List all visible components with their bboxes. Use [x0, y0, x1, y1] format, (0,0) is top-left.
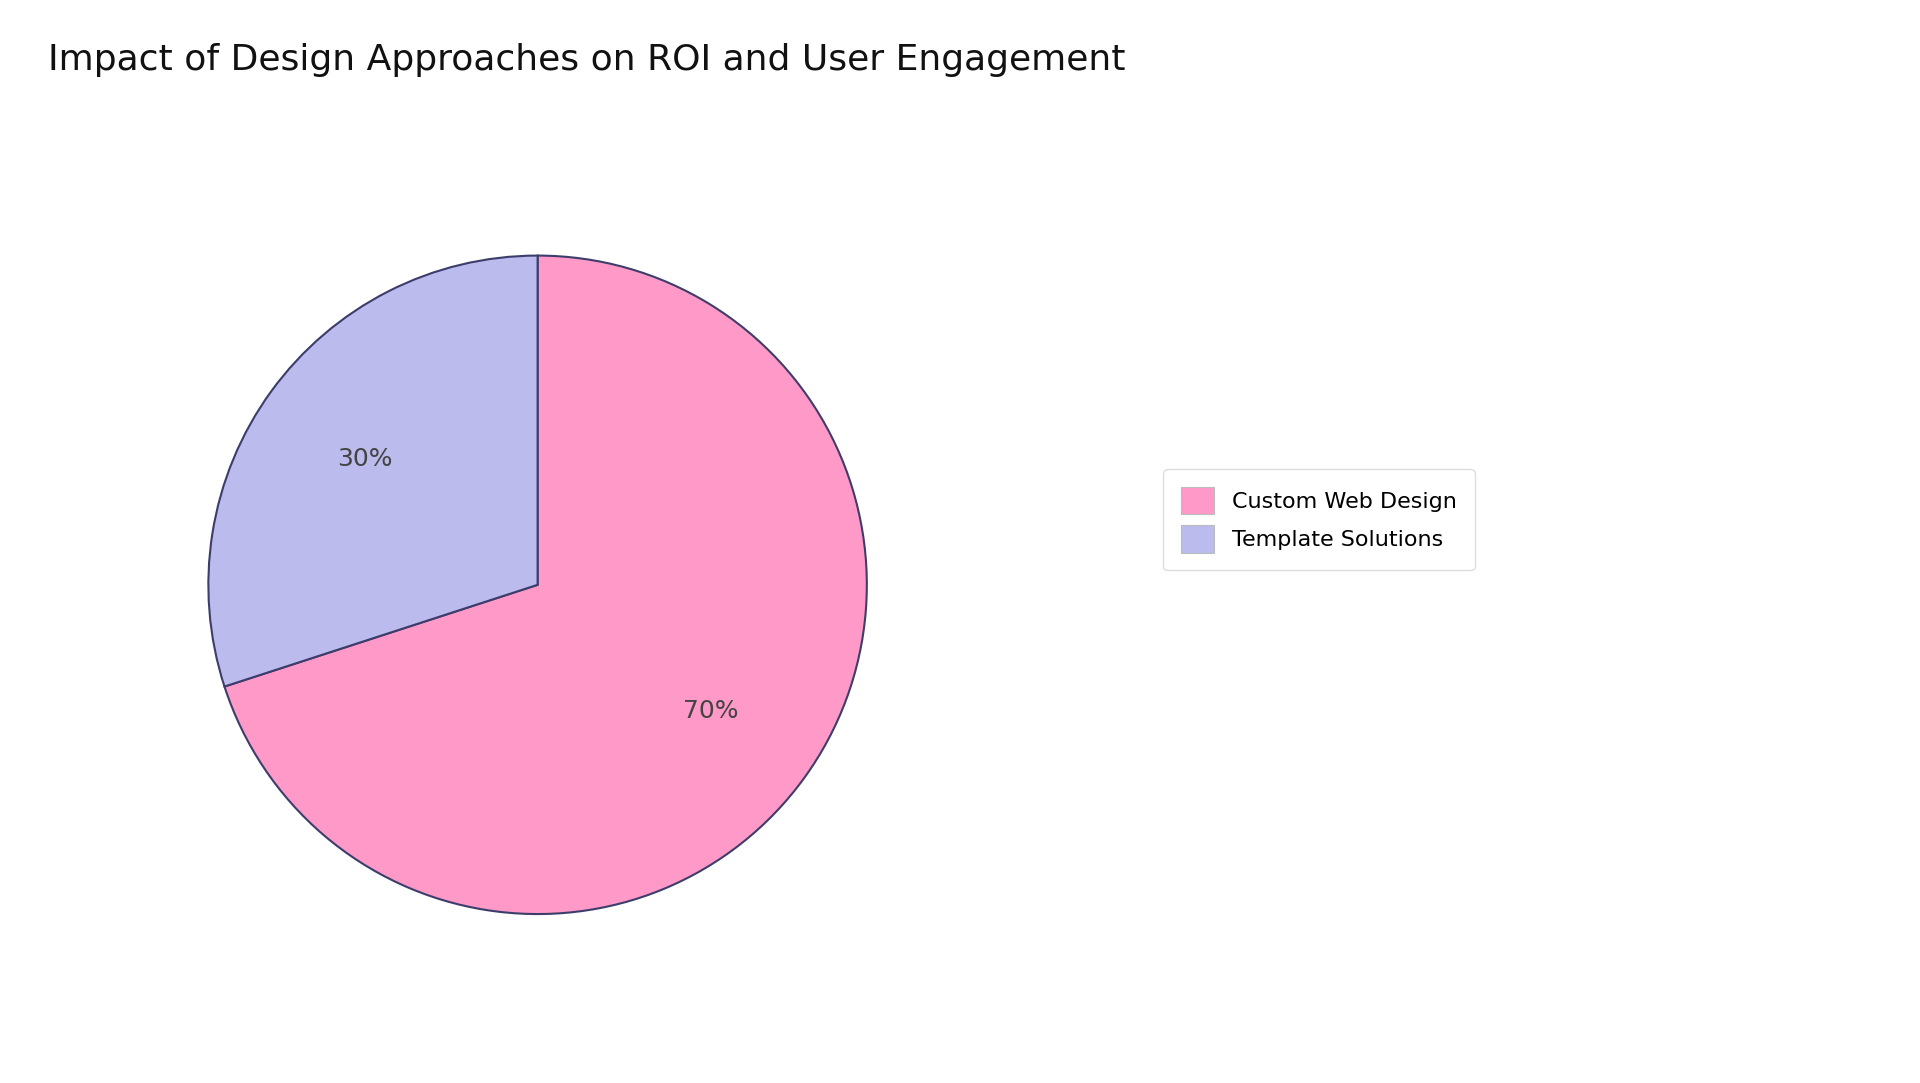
Legend: Custom Web Design, Template Solutions: Custom Web Design, Template Solutions [1164, 469, 1475, 571]
Text: 70%: 70% [684, 699, 739, 722]
Wedge shape [225, 256, 866, 914]
Text: Impact of Design Approaches on ROI and User Engagement: Impact of Design Approaches on ROI and U… [48, 43, 1125, 77]
Text: 30%: 30% [336, 447, 392, 471]
Wedge shape [209, 256, 538, 687]
